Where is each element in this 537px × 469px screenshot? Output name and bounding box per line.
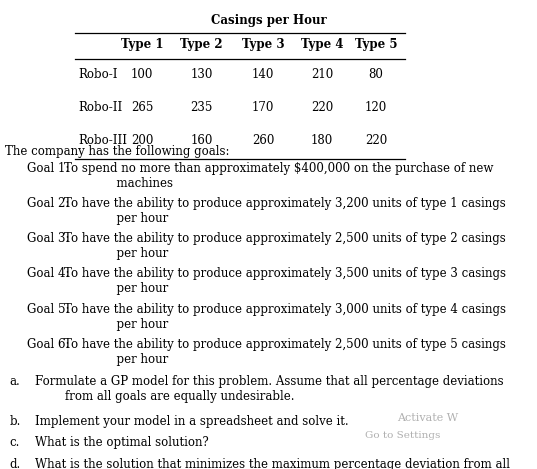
Text: 170: 170 [252,101,274,114]
Text: Type 5: Type 5 [354,38,397,51]
Text: 160: 160 [190,134,213,147]
Text: Go to Settings: Go to Settings [365,431,440,439]
Text: To have the ability to produce approximately 2,500 units of type 5 casings
     : To have the ability to produce approxima… [64,338,506,366]
Text: a.: a. [10,375,20,388]
Text: Activate W: Activate W [397,413,459,423]
Text: Robo-II: Robo-II [78,101,122,114]
Text: 265: 265 [131,101,154,114]
Text: Goal 2:: Goal 2: [27,197,69,210]
Text: b.: b. [10,415,21,428]
Text: 180: 180 [311,134,333,147]
Text: Type 4: Type 4 [301,38,344,51]
Text: What is the optimal solution?: What is the optimal solution? [35,436,209,449]
Text: 260: 260 [252,134,274,147]
Text: 100: 100 [131,68,154,81]
Text: Casings per Hour: Casings per Hour [211,14,326,27]
Text: 210: 210 [311,68,333,81]
Text: 80: 80 [368,68,383,81]
Text: Type 1: Type 1 [121,38,164,51]
Text: Goal 5:: Goal 5: [27,303,69,316]
Text: Type 2: Type 2 [180,38,223,51]
Text: Robo-III: Robo-III [78,134,127,147]
Text: The company has the following goals:: The company has the following goals: [5,145,230,159]
Text: Implement your model in a spreadsheet and solve it.: Implement your model in a spreadsheet an… [35,415,349,428]
Text: 130: 130 [190,68,213,81]
Text: Goal 3:: Goal 3: [27,232,69,245]
Text: 200: 200 [131,134,154,147]
Text: What is the solution that minimizes the maximum percentage deviation from all
  : What is the solution that minimizes the … [35,458,510,469]
Text: Formulate a GP model for this problem. Assume that all percentage deviations
   : Formulate a GP model for this problem. A… [35,375,504,403]
Text: To have the ability to produce approximately 3,000 units of type 4 casings
     : To have the ability to produce approxima… [64,303,506,331]
Text: Goal 1:: Goal 1: [27,162,69,175]
Text: c.: c. [10,436,20,449]
Text: To have the ability to produce approximately 2,500 units of type 2 casings
     : To have the ability to produce approxima… [64,232,506,260]
Text: d.: d. [10,458,21,469]
Text: 120: 120 [365,101,387,114]
Text: 140: 140 [252,68,274,81]
Text: Goal 4:: Goal 4: [27,267,69,280]
Text: Type 3: Type 3 [242,38,285,51]
Text: Robo-I: Robo-I [78,68,118,81]
Text: Goal 6:: Goal 6: [27,338,69,351]
Text: 220: 220 [365,134,387,147]
Text: 220: 220 [311,101,333,114]
Text: To spend no more than approximately $400,000 on the purchase of new
            : To spend no more than approximately $400… [64,162,494,190]
Text: To have the ability to produce approximately 3,200 units of type 1 casings
     : To have the ability to produce approxima… [64,197,506,225]
Text: To have the ability to produce approximately 3,500 units of type 3 casings
     : To have the ability to produce approxima… [64,267,506,295]
Text: 235: 235 [190,101,213,114]
